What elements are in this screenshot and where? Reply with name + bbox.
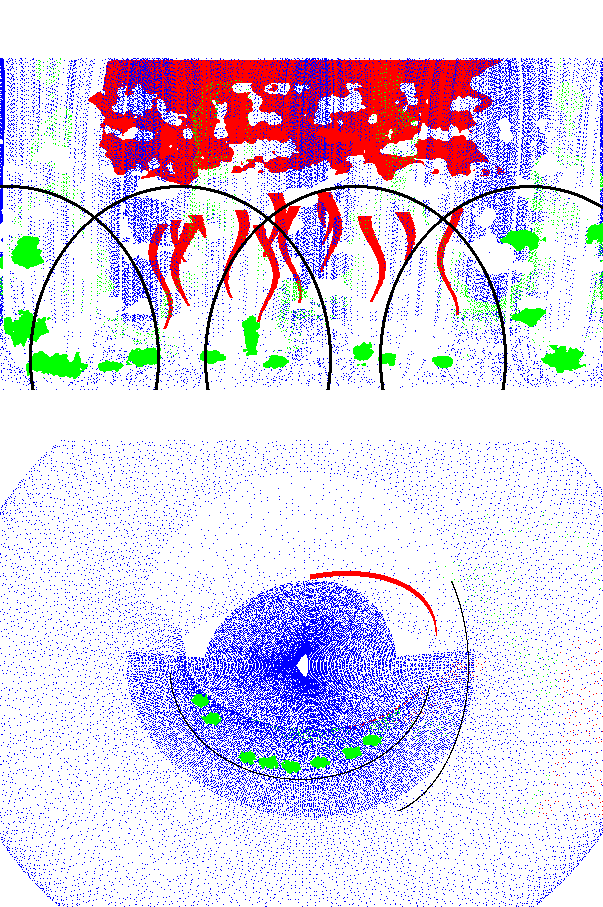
- angular-map-canvas: [0, 58, 603, 390]
- three-dimensional-surface-panel: [0, 440, 603, 907]
- angular-map-panel: [0, 58, 603, 390]
- toroidal-surface-canvas: [0, 440, 603, 907]
